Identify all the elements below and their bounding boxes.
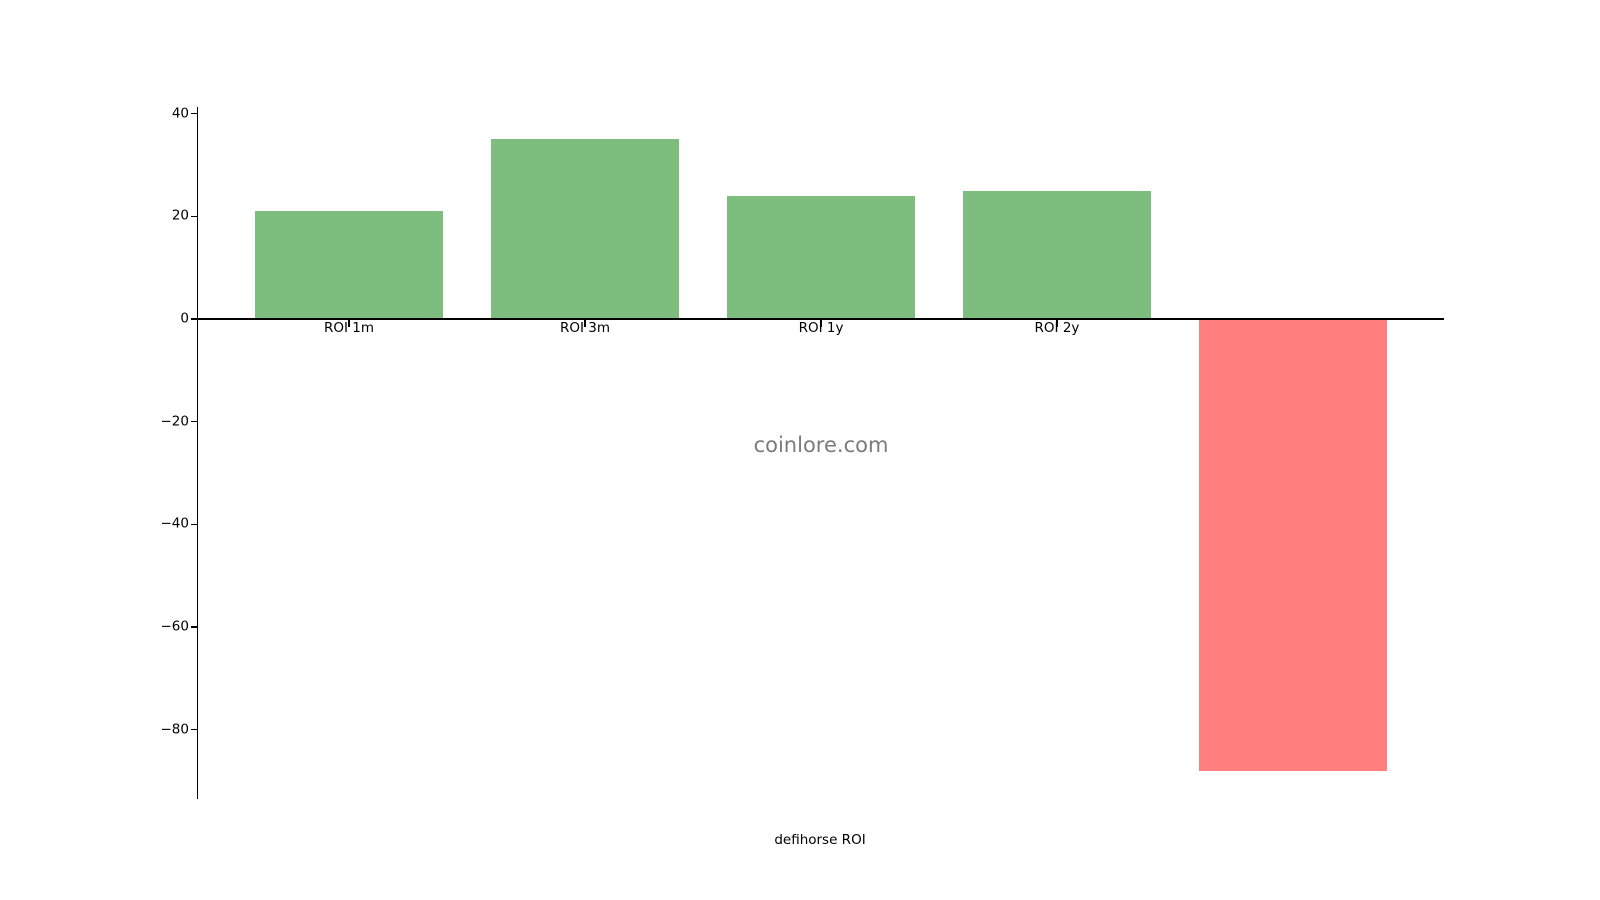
plot-area: 40 20 0 −20 −40 −60 −80 ROI 1m ROI 3m ROI 1y ROI 2… <box>161 106 1444 799</box>
bar-2 <box>490 139 680 319</box>
y-tick-label: −40 <box>160 515 190 532</box>
y-tick-mark <box>190 728 197 731</box>
y-tick-mark <box>190 318 197 320</box>
x-tick-mark <box>348 319 350 327</box>
y-axis-spine <box>196 107 198 799</box>
y-tick-mark <box>190 215 197 218</box>
chart-x-axis-title: defihorse ROI <box>774 832 866 848</box>
y-tick-label: 0 <box>180 310 189 327</box>
bar-3 <box>726 195 916 319</box>
x-tick-label: ROI 1y <box>798 320 844 336</box>
x-tick-mark <box>584 319 586 327</box>
y-tick-label: 20 <box>171 207 189 224</box>
y-tick-label: −60 <box>160 618 190 635</box>
y-tick-mark <box>190 626 197 628</box>
bar-4 <box>962 190 1152 319</box>
x-tick-label: ROI 2y <box>1034 320 1080 336</box>
x-axis-zero-line <box>198 318 1444 320</box>
bar-5 <box>1198 319 1388 771</box>
x-tick-label: ROI 1m <box>324 320 375 336</box>
y-tick-label: −20 <box>160 412 190 429</box>
watermark-text: coinlore.com <box>753 433 889 457</box>
y-tick-label: 40 <box>171 104 189 121</box>
x-tick-mark <box>1056 319 1058 327</box>
y-tick-mark <box>190 112 197 115</box>
y-tick-mark <box>190 523 197 526</box>
x-tick-mark <box>820 319 822 327</box>
y-tick-label: −80 <box>160 720 190 737</box>
bar-1 <box>254 211 444 319</box>
x-tick-label: ROI 3m <box>559 320 611 336</box>
y-tick-mark <box>190 420 197 423</box>
